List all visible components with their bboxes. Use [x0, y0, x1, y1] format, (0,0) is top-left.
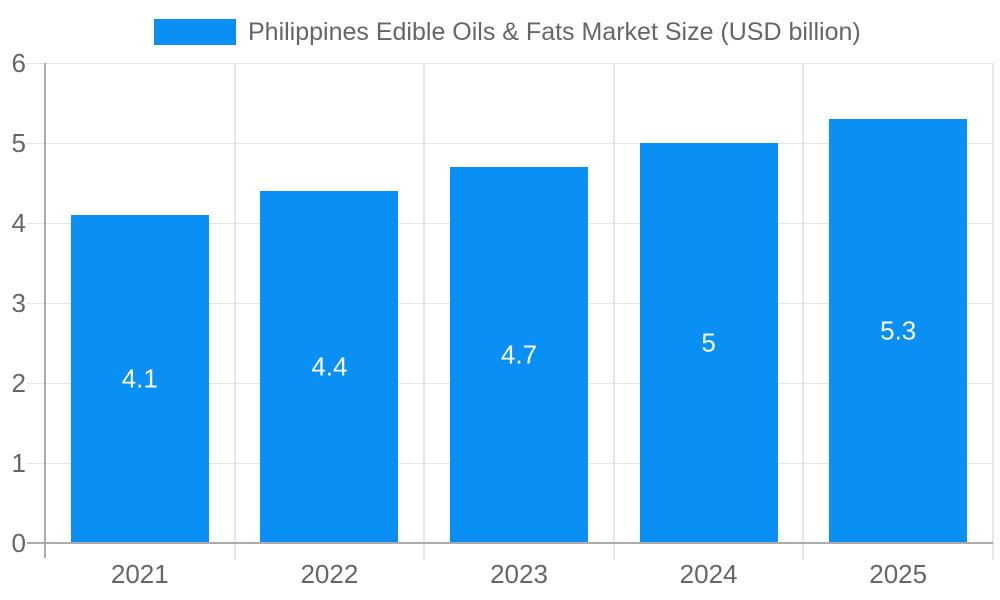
y-axis-tick-label: 3: [11, 288, 26, 318]
y-axis-tick-label: 0: [11, 528, 26, 558]
y-axis-tick-label: 6: [11, 48, 26, 78]
y-axis-tick: [27, 302, 45, 304]
gridline-v: [423, 63, 426, 560]
chart-title: Philippines Edible Oils & Fats Market Si…: [248, 18, 861, 46]
bar-value-label: 4.1: [121, 363, 158, 394]
x-axis-tick-label: 2025: [869, 559, 928, 589]
bar-2023[interactable]: [450, 167, 588, 543]
bar-value-label: 4.7: [500, 339, 538, 370]
gridline-v: [992, 63, 994, 560]
gridline-h: [45, 142, 993, 144]
bar-value-label: 5.3: [880, 315, 917, 346]
y-axis-tick-label: 4: [11, 208, 26, 238]
x-axis-tick-label: 2024: [679, 559, 738, 589]
bar-2024[interactable]: [639, 143, 778, 543]
legend-swatch: [154, 19, 236, 45]
y-axis-tick: [27, 142, 45, 144]
bar-2022[interactable]: [260, 191, 399, 543]
legend-item[interactable]: Philippines Edible Oils & Fats Market Si…: [154, 19, 861, 45]
bar-value-label: 5: [701, 327, 716, 358]
y-axis-tick: [27, 62, 45, 64]
x-axis-tick-label: 2022: [300, 559, 359, 589]
x-axis-line: [27, 542, 993, 544]
y-axis-tick: [27, 462, 45, 464]
x-axis-tick-label: 2021: [110, 559, 169, 589]
y-axis-tick: [27, 382, 45, 384]
gridline-v: [802, 63, 805, 560]
bar-2021[interactable]: [70, 215, 209, 543]
y-axis-tick-label: 1: [11, 448, 26, 478]
y-axis-tick-label: 5: [11, 128, 26, 158]
y-axis-tick: [27, 222, 45, 224]
gridline-v: [612, 63, 615, 560]
gridline-v: [233, 63, 236, 560]
bar-value-label: 4.4: [311, 351, 348, 382]
bar-2025[interactable]: [829, 119, 968, 543]
gridline-h: [45, 62, 993, 64]
y-axis-line: [44, 63, 46, 558]
y-axis-tick-label: 2: [11, 368, 26, 398]
x-axis-tick-label: 2023: [490, 559, 548, 589]
